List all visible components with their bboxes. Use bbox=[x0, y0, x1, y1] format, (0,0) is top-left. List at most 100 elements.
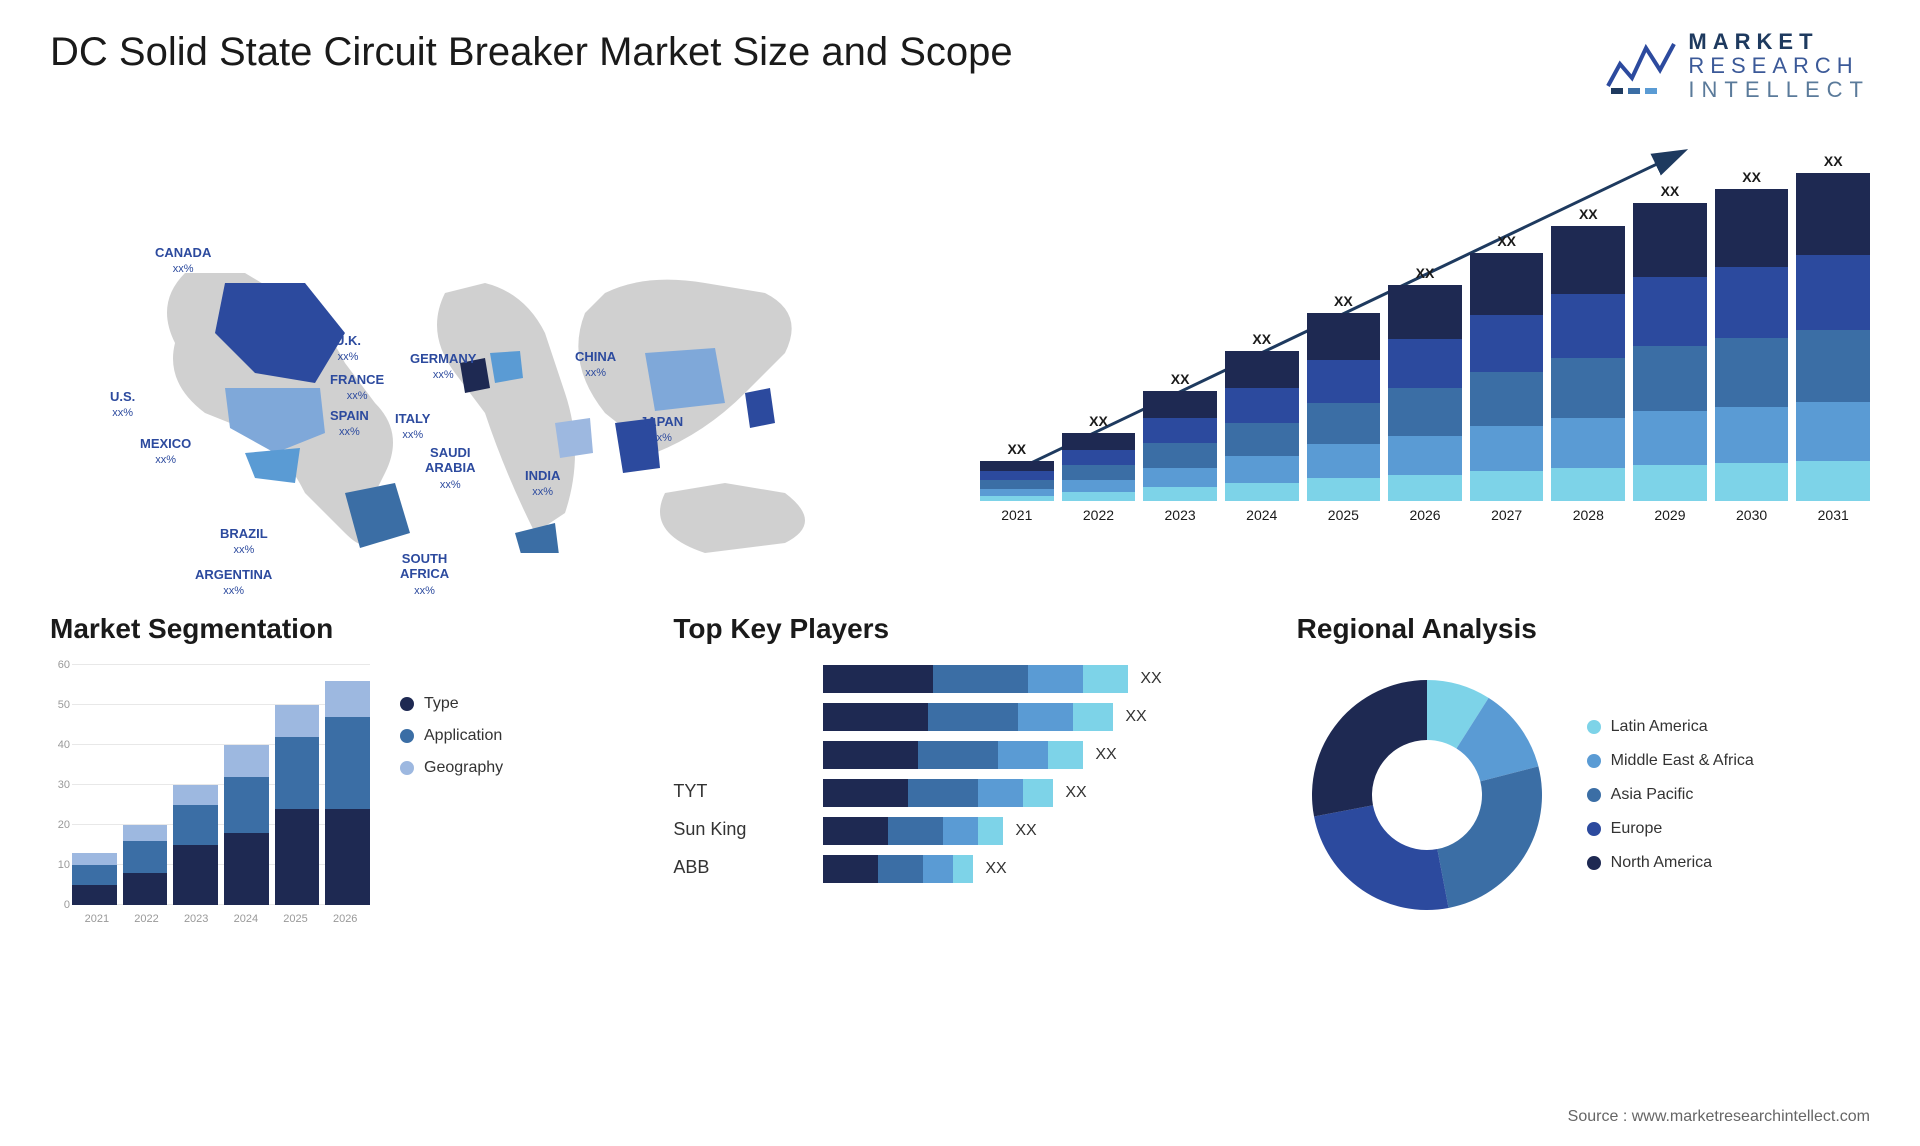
kp-row-0: XX bbox=[823, 665, 1246, 693]
map-label-japan: JAPANxx% bbox=[640, 414, 683, 446]
growth-bar-year: 2029 bbox=[1654, 507, 1685, 523]
growth-bar-value: XX bbox=[1007, 441, 1026, 457]
growth-bar-2031: XX 2031 bbox=[1796, 153, 1870, 523]
reg-legend-middle-east-africa: Middle East & Africa bbox=[1587, 752, 1754, 770]
growth-bar-value: XX bbox=[1089, 413, 1108, 429]
growth-bar-2022: XX 2022 bbox=[1062, 413, 1136, 523]
seg-bar-2026 bbox=[325, 681, 370, 905]
growth-bar-year: 2025 bbox=[1328, 507, 1359, 523]
seg-legend-geography: Geography bbox=[400, 759, 503, 777]
map-label-u-k-: U.K.xx% bbox=[335, 333, 361, 365]
segmentation-legend: Type Application Geography bbox=[400, 665, 503, 925]
growth-bar-2030: XX 2030 bbox=[1715, 169, 1789, 523]
regional-legend: Latin America Middle East & Africa Asia Pa… bbox=[1587, 718, 1754, 872]
segmentation-chart: 0102030405060 202120222023202420252026 bbox=[50, 665, 370, 925]
region-china bbox=[645, 348, 725, 411]
growth-bar-value: XX bbox=[1742, 169, 1761, 185]
region-southafrica bbox=[515, 523, 560, 553]
key-players-labels: TYTSun KingABB bbox=[673, 665, 803, 883]
logo-line1: MARKET bbox=[1688, 30, 1870, 54]
map-label-spain: SPAINxx% bbox=[330, 408, 369, 440]
map-label-saudi-arabia: SAUDIARABIAxx% bbox=[425, 445, 476, 492]
growth-bar-value: XX bbox=[1824, 153, 1843, 169]
kp-row-4: XX bbox=[823, 817, 1246, 845]
region-germany bbox=[490, 351, 523, 383]
seg-bar-2022 bbox=[123, 825, 168, 905]
seg-legend-application: Application bbox=[400, 727, 503, 745]
map-label-india: INDIAxx% bbox=[525, 468, 560, 500]
map-label-south-africa: SOUTHAFRICAxx% bbox=[400, 551, 449, 598]
map-label-argentina: ARGENTINAxx% bbox=[195, 567, 272, 599]
page-title: DC Solid State Circuit Breaker Market Si… bbox=[50, 30, 1013, 75]
segmentation-panel: Market Segmentation 0102030405060 202120… bbox=[50, 613, 623, 925]
kp-row-1: XX bbox=[823, 703, 1246, 731]
region-saudi bbox=[555, 418, 593, 458]
growth-bar-year: 2022 bbox=[1083, 507, 1114, 523]
seg-bar-2021 bbox=[72, 853, 117, 905]
map-label-germany: GERMANYxx% bbox=[410, 351, 476, 383]
segmentation-title: Market Segmentation bbox=[50, 613, 623, 645]
regional-panel: Regional Analysis Latin America Middle Ea… bbox=[1297, 613, 1870, 925]
key-players-bars: XX XX XX XX XX XX bbox=[823, 665, 1246, 883]
key-players-title: Top Key Players bbox=[673, 613, 1246, 645]
reg-legend-europe: Europe bbox=[1587, 820, 1754, 838]
growth-bar-year: 2023 bbox=[1165, 507, 1196, 523]
seg-bar-2023 bbox=[173, 785, 218, 905]
growth-bar-year: 2027 bbox=[1491, 507, 1522, 523]
map-label-italy: ITALYxx% bbox=[395, 411, 430, 443]
donut-seg-europe bbox=[1314, 805, 1449, 910]
reg-legend-latin-america: Latin America bbox=[1587, 718, 1754, 736]
key-players-panel: Top Key Players TYTSun KingABB XXXXXXXXX… bbox=[673, 613, 1246, 925]
map-label-brazil: BRAZILxx% bbox=[220, 526, 268, 558]
logo-icon bbox=[1606, 36, 1676, 96]
growth-bar-year: 2021 bbox=[1001, 507, 1032, 523]
map-label-canada: CANADAxx% bbox=[155, 245, 211, 277]
growth-bar-value: XX bbox=[1579, 206, 1598, 222]
reg-legend-asia-pacific: Asia Pacific bbox=[1587, 786, 1754, 804]
region-mexico bbox=[245, 448, 300, 483]
growth-bar-2021: XX 2021 bbox=[980, 441, 1054, 523]
map-label-u-s-: U.S.xx% bbox=[110, 389, 135, 421]
growth-bar-year: 2030 bbox=[1736, 507, 1767, 523]
kp-row-5: XX bbox=[823, 855, 1246, 883]
seg-legend-type: Type bbox=[400, 695, 503, 713]
growth-bar-2027: XX 2027 bbox=[1470, 233, 1544, 523]
brand-logo: MARKET RESEARCH INTELLECT bbox=[1606, 30, 1870, 103]
kp-label-abb: ABB bbox=[673, 853, 803, 881]
world-map bbox=[50, 133, 940, 553]
seg-bar-2025 bbox=[275, 705, 320, 905]
donut-seg-asia-pacific bbox=[1437, 766, 1542, 908]
region-japan bbox=[745, 388, 775, 428]
growth-bar-2024: XX 2024 bbox=[1225, 331, 1299, 523]
kp-label-sun-king: Sun King bbox=[673, 815, 803, 843]
growth-bar-value: XX bbox=[1171, 371, 1190, 387]
map-label-china: CHINAxx% bbox=[575, 349, 616, 381]
growth-bar-value: XX bbox=[1252, 331, 1271, 347]
growth-bar-year: 2031 bbox=[1818, 507, 1849, 523]
source-attribution: Source : www.marketresearchintellect.com bbox=[1568, 1108, 1870, 1126]
kp-row-2: XX bbox=[823, 741, 1246, 769]
logo-line3: INTELLECT bbox=[1688, 78, 1870, 102]
map-label-mexico: MEXICOxx% bbox=[140, 436, 191, 468]
donut-seg-north-america bbox=[1312, 680, 1427, 817]
regional-title: Regional Analysis bbox=[1297, 613, 1870, 645]
kp-row-3: XX bbox=[823, 779, 1246, 807]
world-map-panel: CANADAxx%U.S.xx%MEXICOxx%BRAZILxx%ARGENT… bbox=[50, 133, 940, 553]
growth-bar-2023: XX 2023 bbox=[1143, 371, 1217, 523]
growth-bar-2028: XX 2028 bbox=[1551, 206, 1625, 523]
growth-bar-value: XX bbox=[1497, 233, 1516, 249]
growth-chart: XX2021XX2022XX2023XX2024XX2025XX2026XX20… bbox=[980, 133, 1870, 553]
seg-bar-2024 bbox=[224, 745, 269, 905]
growth-bar-year: 2026 bbox=[1409, 507, 1440, 523]
map-label-france: FRANCExx% bbox=[330, 372, 384, 404]
reg-legend-north-america: North America bbox=[1587, 854, 1754, 872]
growth-bar-2029: XX 2029 bbox=[1633, 183, 1707, 523]
growth-bar-2025: XX2025 bbox=[1307, 293, 1381, 523]
growth-bar-year: 2024 bbox=[1246, 507, 1277, 523]
growth-bar-2026: XX 2026 bbox=[1388, 265, 1462, 523]
growth-bar-year: 2028 bbox=[1573, 507, 1604, 523]
regional-donut bbox=[1297, 665, 1557, 925]
growth-bar-value: XX bbox=[1661, 183, 1680, 199]
logo-line2: RESEARCH bbox=[1688, 54, 1870, 78]
growth-bar-value: XX bbox=[1416, 265, 1435, 281]
